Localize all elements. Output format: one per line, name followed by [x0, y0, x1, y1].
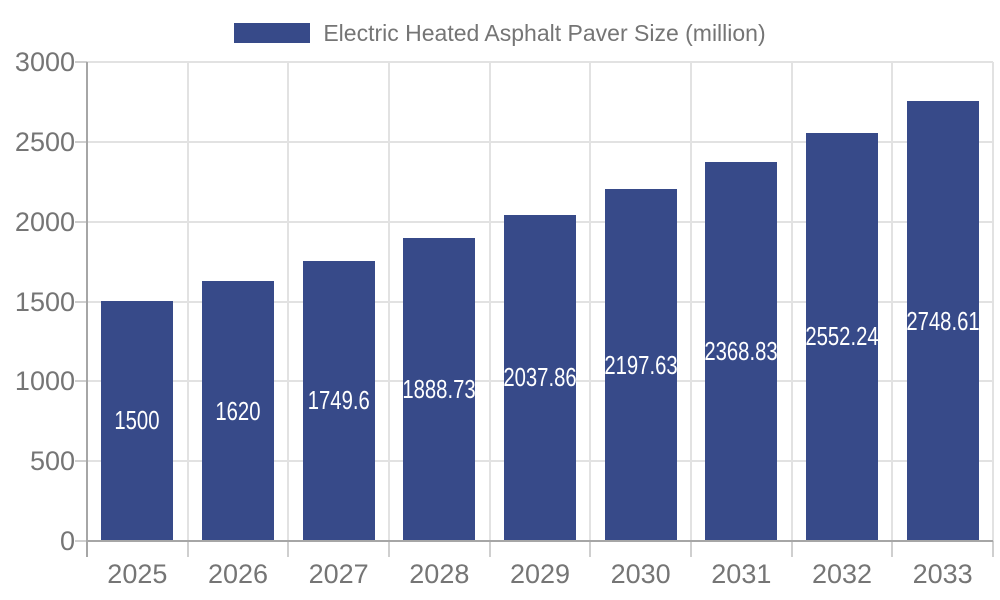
- y-tick-label: 1000: [14, 366, 75, 397]
- gridline-horizontal: [87, 61, 993, 63]
- y-axis-tick: [75, 300, 87, 303]
- bar-value-label: 2748.61: [906, 305, 980, 336]
- y-axis-tick: [75, 540, 87, 542]
- bar[interactable]: 2748.61: [906, 101, 980, 540]
- bar[interactable]: 1888.73: [402, 238, 476, 540]
- x-axis-tick: [589, 541, 592, 557]
- gridline-vertical: [186, 62, 189, 541]
- bar-value-label: 1500: [114, 405, 160, 436]
- bar-value-label: 2037.86: [503, 362, 577, 393]
- gridline-vertical: [790, 62, 793, 541]
- y-tick-label: 0: [59, 526, 75, 556]
- gridline-vertical: [388, 62, 390, 541]
- x-axis-line: [87, 540, 993, 542]
- legend-swatch-icon: [234, 23, 311, 43]
- x-tick-label: 2033: [912, 559, 973, 589]
- bar-value-label: 2368.83: [704, 335, 778, 366]
- y-axis-tick: [75, 220, 87, 223]
- gridline-vertical: [891, 62, 894, 541]
- x-axis-tick: [690, 541, 692, 557]
- bar[interactable]: 2197.63: [604, 189, 678, 540]
- x-tick-label: 2027: [308, 559, 369, 589]
- x-tick-label: 2029: [509, 559, 571, 589]
- gridline-vertical: [690, 62, 692, 541]
- y-tick-label: 1500: [14, 286, 75, 317]
- y-axis-tick: [75, 61, 87, 63]
- x-axis-tick: [891, 541, 894, 557]
- y-axis-tick: [75, 140, 87, 143]
- x-tick-label: 2028: [409, 559, 470, 589]
- bar-value-label: 1620: [215, 395, 261, 426]
- gridline-vertical: [287, 62, 290, 541]
- bar-value-label: 1749.6: [307, 385, 370, 416]
- y-axis-tick: [75, 380, 87, 383]
- bar[interactable]: 2037.86: [503, 214, 577, 540]
- x-axis-tick: [992, 541, 994, 557]
- legend-label: Electric Heated Asphalt Paver Size (mill…: [323, 19, 766, 46]
- gridline-vertical: [992, 62, 994, 541]
- x-tick-label: 2032: [811, 559, 873, 589]
- y-tick-label: 2000: [14, 206, 75, 237]
- x-axis-tick: [488, 541, 491, 557]
- y-tick-label: 3000: [14, 47, 75, 77]
- gridline-vertical: [488, 62, 491, 541]
- bar[interactable]: 1749.6: [302, 260, 375, 540]
- bar-value-label: 2552.24: [805, 321, 879, 352]
- plot-area: 0 500 1000 1500 2000 2500 3000 1500 2025 1620 2026…: [15, 47, 994, 589]
- x-tick-label: 2030: [610, 559, 671, 589]
- legend[interactable]: Electric Heated Asphalt Paver Size (mill…: [0, 16, 1000, 50]
- x-tick-label: 2026: [207, 559, 269, 589]
- y-tick-label: 2500: [14, 126, 75, 157]
- gridline-horizontal: [87, 140, 993, 143]
- bar[interactable]: 2552.24: [805, 132, 879, 540]
- x-axis-tick: [790, 541, 793, 557]
- y-axis-line: [86, 62, 88, 557]
- x-tick-label: 2025: [107, 559, 168, 589]
- bar[interactable]: 1620: [202, 281, 274, 540]
- x-axis-tick: [287, 541, 290, 557]
- bar-value-label: 2197.63: [604, 349, 678, 380]
- bar[interactable]: 2368.83: [704, 161, 778, 540]
- x-axis-tick: [186, 541, 189, 557]
- y-tick-label: 500: [29, 446, 75, 477]
- x-axis-tick: [388, 541, 390, 557]
- y-axis-tick: [75, 460, 87, 463]
- x-tick-label: 2031: [711, 559, 772, 589]
- bar-value-label: 1888.73: [402, 374, 476, 405]
- gridline-vertical: [589, 62, 592, 541]
- bar[interactable]: 1500: [101, 300, 174, 540]
